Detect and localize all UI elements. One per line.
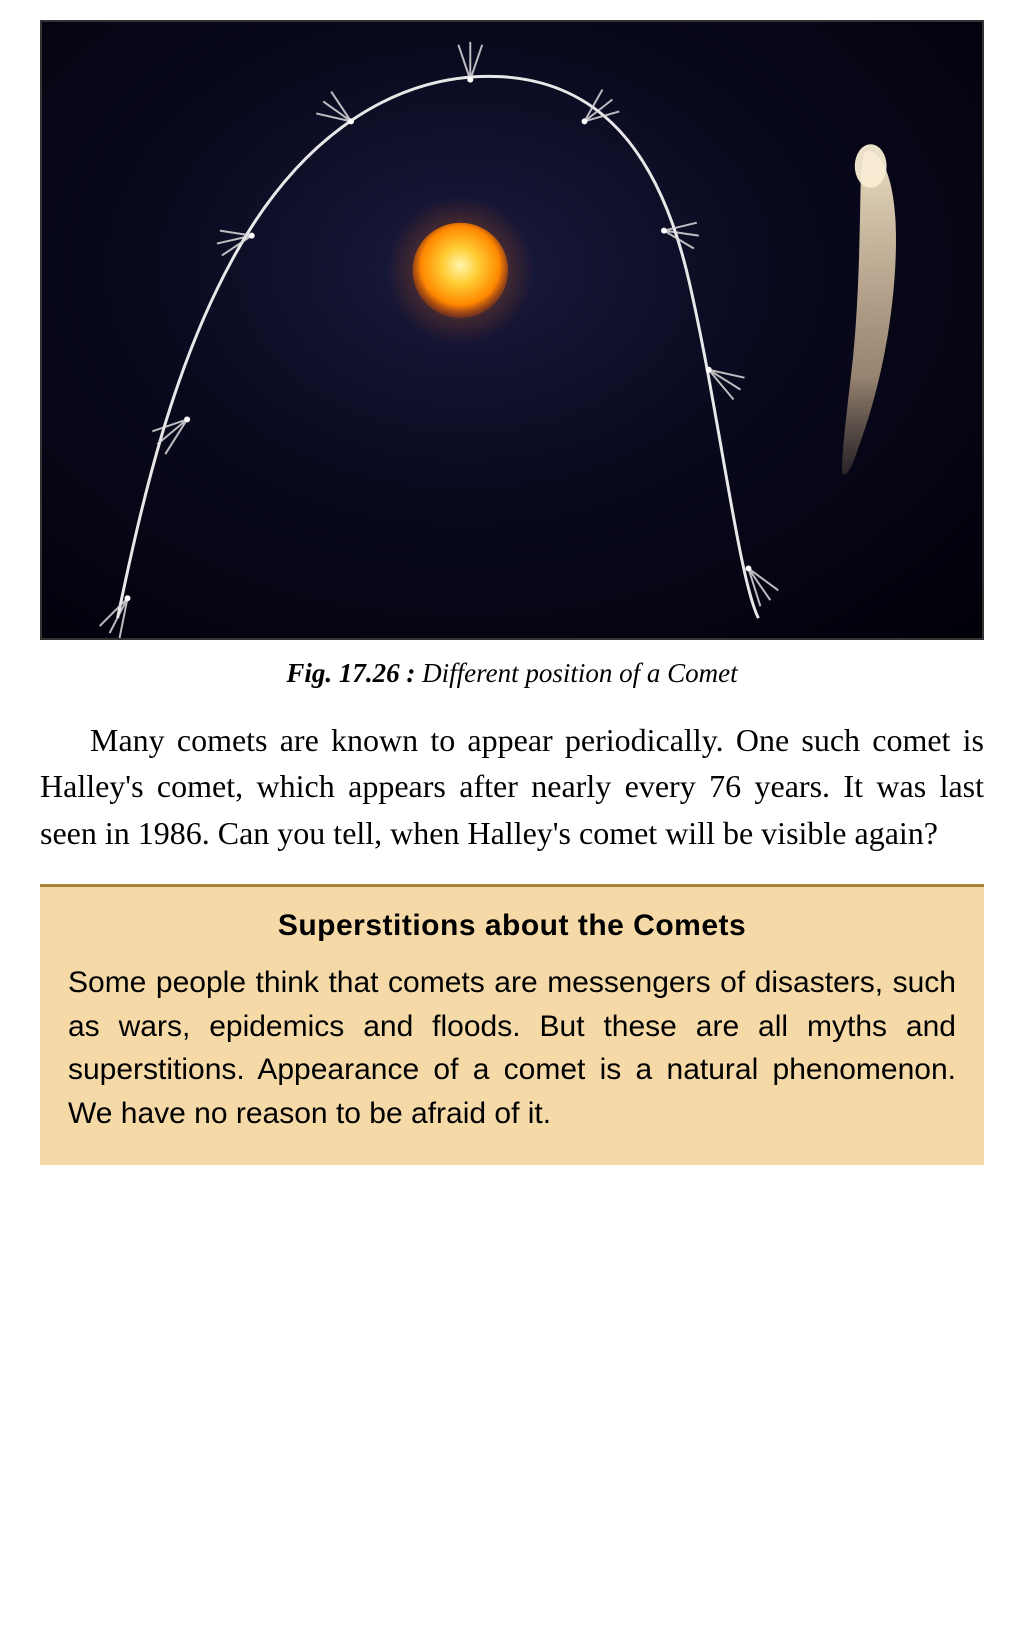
large-comet	[842, 144, 896, 474]
superstitions-info-box: Superstitions about the Comets Some peop…	[40, 884, 984, 1165]
comet-orbit-diagram	[40, 20, 984, 640]
sun	[413, 223, 508, 318]
orbit-path	[118, 76, 759, 618]
diagram-svg	[42, 22, 982, 638]
info-box-title: Superstitions about the Comets	[68, 909, 956, 943]
figure-caption: Fig. 17.26 : Different position of a Com…	[40, 658, 984, 689]
figure-container: Fig. 17.26 : Different position of a Com…	[40, 20, 984, 689]
body-paragraph: Many comets are known to appear periodic…	[40, 717, 984, 856]
info-box-text: Some people think that comets are messen…	[68, 961, 956, 1135]
figure-caption-text: Different position of a Comet	[422, 658, 737, 688]
figure-label: Fig. 17.26 :	[286, 658, 415, 688]
